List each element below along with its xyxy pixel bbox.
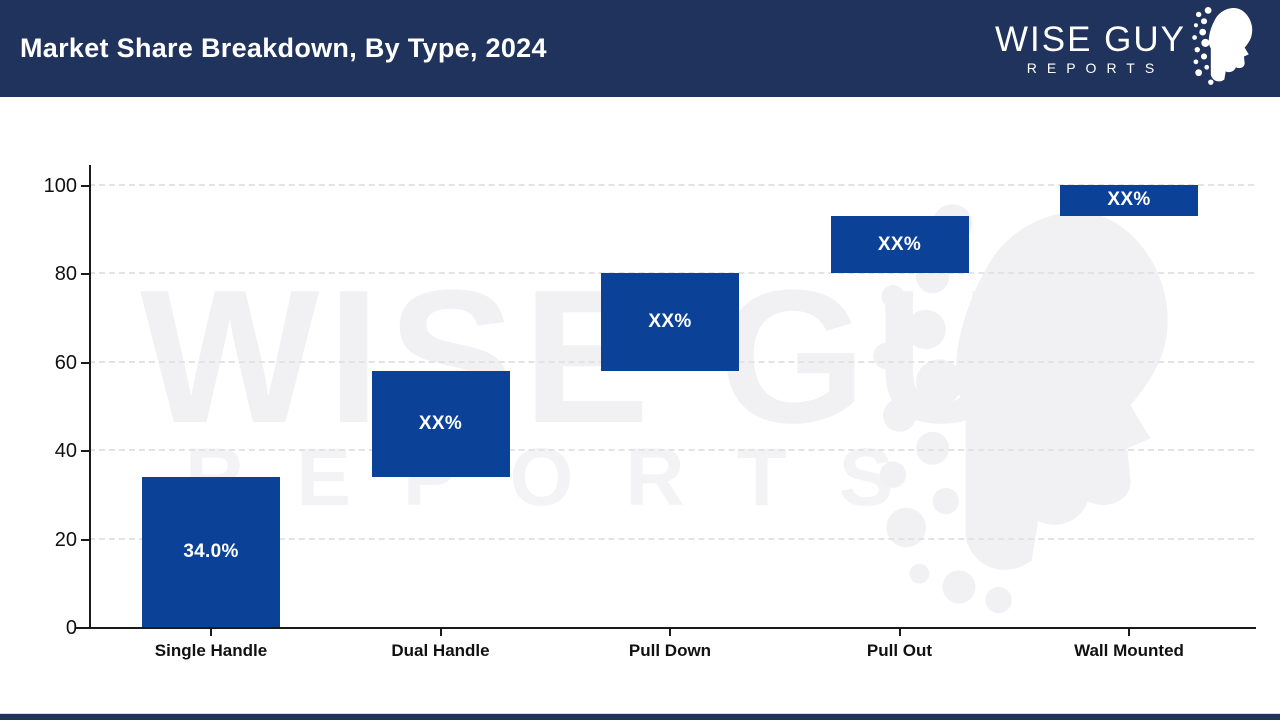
- x-category-label: Single Handle: [154, 641, 268, 660]
- bar-pull-down: XX%: [601, 273, 739, 371]
- x-axis-tick: [439, 629, 442, 636]
- y-axis-tick: [81, 273, 89, 276]
- bar-pull-out: XX%: [830, 215, 969, 274]
- wiseguy-face-icon: [1192, 6, 1253, 85]
- chart-title: Market Share Breakdown, By Type, 2024: [20, 33, 547, 63]
- header-bar: Market Share Breakdown, By Type, 2024 WI…: [0, 0, 1280, 97]
- y-tick-label: 100: [43, 175, 77, 197]
- logo-wiseguy-label: WISE GUY: [994, 19, 1186, 59]
- y-tick-label: 80: [54, 263, 77, 286]
- y-axis-tick: [81, 538, 89, 541]
- footer-bar: [0, 713, 1280, 720]
- x-axis-tick: [210, 629, 212, 636]
- y-axis-tick: [81, 627, 89, 629]
- y-tick-label: 40: [54, 440, 77, 463]
- bar-value-label: XX%: [418, 412, 463, 434]
- logo-reports-label: REPORTS: [1026, 59, 1165, 76]
- x-axis-tick: [898, 629, 901, 636]
- grid-line: [89, 449, 1254, 452]
- x-category-label: Pull Down: [628, 641, 712, 660]
- x-category-label: Wall Mounted: [1074, 641, 1184, 660]
- grid-line: [89, 537, 1254, 540]
- y-axis-tick: [81, 361, 89, 364]
- x-axis-tick: [669, 629, 671, 636]
- grid-line: [89, 184, 1254, 186]
- y-axis-tick: [81, 450, 89, 453]
- y-tick-label: 0: [65, 617, 77, 639]
- x-axis-tick: [1128, 629, 1130, 636]
- wiseguy-logo: WISE GUY REPORTS: [995, 0, 1266, 97]
- bar-dual-handle: XX%: [371, 370, 510, 477]
- y-axis-tick: [81, 185, 89, 187]
- wiseguy-logo-text: WISE GUY REPORTS: [995, 22, 1186, 76]
- y-tick-label: 20: [54, 528, 77, 551]
- bar-value-label: XX%: [1107, 189, 1151, 211]
- x-category-label: Dual Handle: [391, 641, 490, 660]
- x-axis-line: [75, 627, 1256, 629]
- x-category-label: Pull Out: [866, 641, 933, 660]
- bar-value-label: XX%: [877, 233, 922, 255]
- bar-single-handle: 34.0%: [142, 476, 280, 627]
- bar-value-label: XX%: [648, 311, 692, 332]
- bar-value-label: 34.0%: [183, 540, 239, 562]
- y-axis-line: [89, 165, 91, 629]
- bar-wall-mounted: XX%: [1060, 185, 1198, 216]
- y-tick-label: 60: [54, 351, 77, 374]
